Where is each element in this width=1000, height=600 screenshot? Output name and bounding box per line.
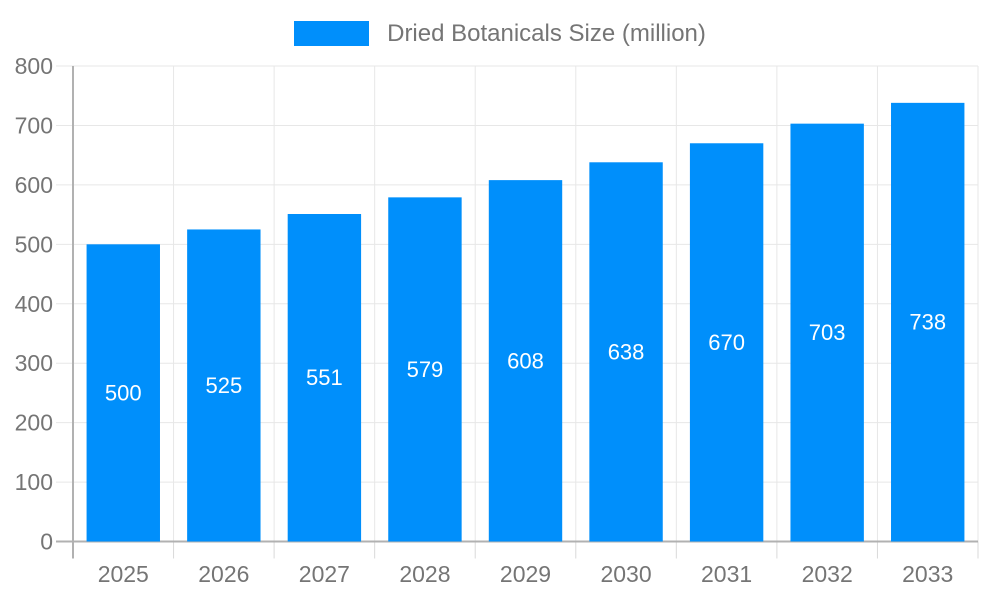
bar-value-label: 638: [608, 339, 645, 364]
bar-value-label: 579: [407, 357, 444, 382]
bar-value-label: 703: [809, 320, 846, 345]
bar-value-label: 500: [105, 380, 142, 405]
bar-2032[interactable]: [790, 123, 864, 542]
y-tick-label: 500: [15, 231, 53, 257]
bar-2027[interactable]: [287, 213, 362, 542]
chart-legend[interactable]: Dried Botanicals Size (million): [0, 21, 1000, 46]
bar-value-label: 738: [909, 310, 946, 335]
bar-value-label: 670: [708, 330, 745, 355]
y-tick-label: 600: [15, 172, 53, 198]
bar-2031[interactable]: [689, 143, 764, 542]
y-tick-label: 800: [15, 53, 53, 79]
x-tick-label: 2028: [399, 561, 450, 587]
bar-2033[interactable]: [891, 102, 965, 542]
y-tick-label: 100: [15, 469, 53, 495]
x-tick-label: 2032: [802, 561, 853, 587]
y-tick-label: 0: [40, 529, 53, 555]
x-tick-label: 2027: [299, 561, 350, 587]
x-tick-label: 2031: [701, 561, 752, 587]
bar-value-label: 551: [306, 365, 343, 390]
bar-2028[interactable]: [388, 197, 462, 542]
legend-series-label: Dried Botanicals Size (million): [387, 20, 706, 47]
y-tick-label: 700: [15, 112, 53, 138]
y-tick-label: 200: [15, 410, 53, 436]
legend-swatch: [294, 21, 370, 46]
bar-value-label: 525: [205, 373, 242, 398]
bar-value-label: 608: [507, 348, 544, 373]
bar-2025[interactable]: [86, 244, 160, 542]
bar-2026[interactable]: [187, 229, 261, 542]
x-tick-label: 2026: [198, 561, 249, 587]
bar-2030[interactable]: [589, 162, 663, 542]
x-tick-label: 2033: [902, 561, 953, 587]
bar-2029[interactable]: [488, 180, 563, 542]
x-tick-label: 2025: [98, 561, 149, 587]
y-tick-label: 300: [15, 350, 53, 376]
y-tick-label: 400: [15, 291, 53, 317]
x-tick-label: 2029: [500, 561, 551, 587]
x-tick-label: 2030: [600, 561, 651, 587]
